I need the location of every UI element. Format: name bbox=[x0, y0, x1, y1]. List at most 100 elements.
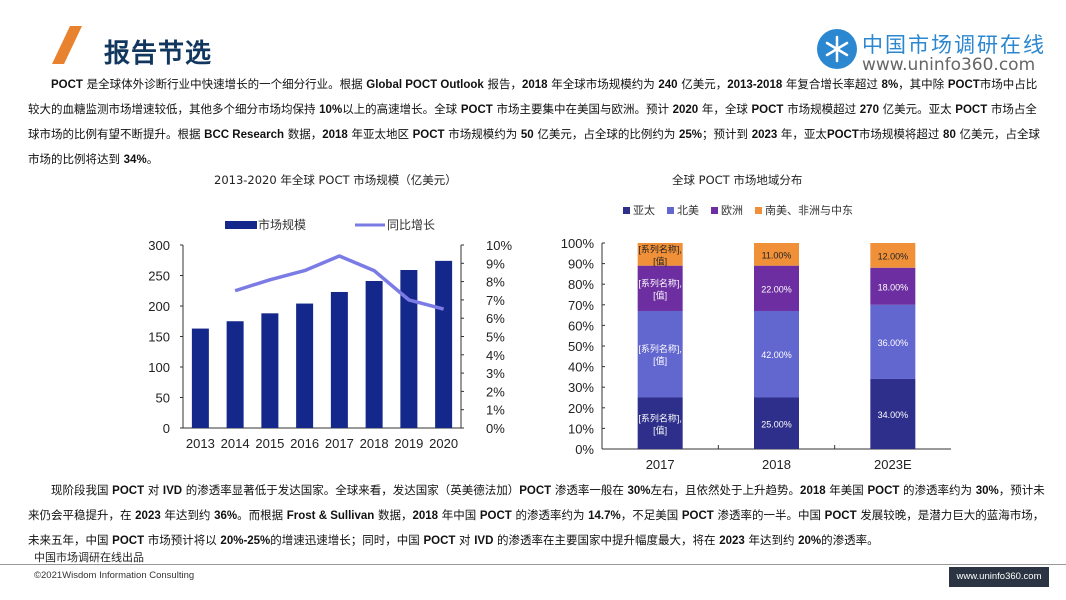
text-run: 2013-2018 bbox=[727, 79, 783, 91]
y-tick-label-right: 4% bbox=[486, 348, 505, 363]
text-run: 数据， bbox=[374, 508, 413, 522]
y-tick-label-left: 50 bbox=[156, 391, 170, 406]
text-run: 以上的高速增长。全球 bbox=[342, 102, 461, 116]
text-run: 2018 bbox=[800, 485, 826, 497]
y-tick-label: 10% bbox=[568, 421, 594, 436]
data-label: [系列名称], bbox=[638, 343, 682, 354]
x-tick-label: 2017 bbox=[646, 457, 675, 472]
text-run: 2023 bbox=[719, 535, 745, 547]
data-label: [值] bbox=[653, 255, 667, 266]
data-label: 11.00% bbox=[762, 250, 792, 260]
data-label: [系列名称], bbox=[638, 412, 682, 423]
text-run: 14.7% bbox=[588, 510, 621, 522]
text-run: Frost & Sullivan bbox=[286, 510, 375, 522]
stack-2023E-2 bbox=[870, 267, 916, 305]
y-tick-label-right: 10% bbox=[486, 238, 512, 253]
text-run: 2023 bbox=[751, 129, 778, 141]
y-tick-label-left: 250 bbox=[148, 269, 170, 284]
data-label: [系列名称], bbox=[638, 243, 682, 254]
x-tick-label: 2019 bbox=[394, 436, 423, 451]
stack-2017-3 bbox=[637, 243, 683, 266]
text-run: 亿美元，占全球的比例约为 bbox=[533, 127, 679, 141]
growth-line bbox=[234, 254, 445, 311]
text-run: POCT bbox=[824, 510, 857, 522]
text-run: 2018 bbox=[412, 510, 439, 522]
text-run: BCC Research bbox=[204, 129, 285, 141]
text-run: 年达到约 bbox=[160, 508, 215, 522]
text-run: 年美国 bbox=[825, 483, 868, 497]
legend-swatch-3 bbox=[755, 207, 762, 214]
text-run: ，其中除 bbox=[898, 77, 948, 91]
text-run: 的渗透率约为 bbox=[899, 483, 976, 497]
legend-label-line: 同比增长 bbox=[387, 218, 435, 232]
y-tick-label: 100% bbox=[561, 236, 595, 251]
text-run: POCT bbox=[955, 104, 988, 116]
text-run: 市场规模将超过 bbox=[858, 127, 944, 141]
text-run: IVD bbox=[474, 535, 494, 547]
text-run: POCT bbox=[51, 79, 83, 91]
stack-2018-1 bbox=[754, 310, 799, 398]
copyright: ©2021Wisdom Information Consulting bbox=[34, 570, 195, 581]
bar-2014 bbox=[226, 321, 244, 428]
text-run: 年全球市场规模约为 bbox=[547, 77, 659, 91]
page-title: 报告节选 bbox=[104, 39, 213, 69]
text-run: ；预计到 bbox=[702, 127, 752, 141]
stack-2023E-0 bbox=[870, 378, 916, 449]
bar-2016 bbox=[296, 303, 314, 428]
stack-2017-2 bbox=[637, 265, 683, 311]
text-run: 。而根据 bbox=[237, 508, 287, 522]
footer-brand: 中国市场调研在线出品 bbox=[34, 551, 144, 564]
x-tick-label: 2016 bbox=[290, 436, 319, 451]
text-run: 270 bbox=[859, 104, 879, 116]
legend-label-2: 欧洲 bbox=[721, 204, 743, 217]
bar-2017 bbox=[330, 291, 348, 428]
text-run: 36% bbox=[214, 510, 238, 522]
y-tick-label-right: 9% bbox=[486, 256, 505, 271]
text-run: 年，亚太 bbox=[777, 127, 827, 141]
text-run: 的增速迅速增长；同时，中国 bbox=[270, 533, 424, 547]
x-tick-label: 2018 bbox=[762, 457, 791, 472]
text-run: 80 bbox=[943, 129, 956, 141]
text-run: 2020 bbox=[672, 104, 699, 116]
text-run: 对 bbox=[144, 483, 163, 497]
website-link[interactable]: www.uninfo360.com bbox=[949, 567, 1049, 587]
legend-swatch-1 bbox=[667, 207, 674, 214]
text-run: 市场主要集中在美国与欧洲。预计 bbox=[492, 102, 673, 116]
legend-label-0: 亚太 bbox=[633, 204, 655, 217]
y-tick-label-right: 2% bbox=[486, 384, 505, 399]
stack-2023E-1 bbox=[870, 304, 916, 379]
x-tick-label: 2018 bbox=[360, 436, 389, 451]
text-run: 亿美元， bbox=[677, 77, 728, 91]
text-run: 2023 bbox=[135, 510, 161, 522]
text-run: 左右，且依然处于上升趋势。 bbox=[650, 483, 801, 497]
text-run: 的渗透率约为 bbox=[511, 508, 589, 522]
x-tick-label: 2023E bbox=[874, 457, 912, 472]
y-tick-label: 20% bbox=[568, 401, 594, 416]
footer-divider bbox=[0, 564, 1066, 565]
y-tick-label-right: 7% bbox=[486, 293, 505, 308]
text-run: ，不足美国 bbox=[620, 508, 682, 522]
text-run: 。 bbox=[146, 152, 159, 166]
y-tick-label-right: 6% bbox=[486, 311, 505, 326]
text-run: 240 bbox=[658, 79, 678, 91]
x-tick-label: 2013 bbox=[186, 436, 215, 451]
text-run: POCT bbox=[751, 104, 784, 116]
x-tick-label: 2015 bbox=[255, 436, 284, 451]
text-run: 8% bbox=[881, 79, 899, 91]
text-run: 年中国 bbox=[438, 508, 480, 522]
y-tick-label-left: 200 bbox=[148, 299, 170, 314]
text-run: 渗透率一般在 bbox=[551, 483, 628, 497]
legend-label-3: 南美、非洲与中东 bbox=[765, 204, 853, 217]
text-run: 2018 bbox=[521, 79, 548, 91]
bar-2013 bbox=[191, 328, 209, 428]
text-run: 亿美元，占全球市场的比例将达到 bbox=[28, 127, 1040, 166]
text-run: POCT bbox=[867, 485, 900, 497]
y-tick-label-left: 300 bbox=[148, 238, 170, 253]
text-run: 的渗透率显著低于发达国家。全球来看，发达国家（英美德法加） bbox=[182, 483, 520, 497]
text-run: 市场预计将以 bbox=[144, 533, 221, 547]
text-run: POCT bbox=[826, 129, 859, 141]
chart2-title: 全球 POCT 市场地域分布 bbox=[672, 173, 803, 187]
text-run: POCT bbox=[479, 510, 512, 522]
text-run: 市场规模约为 bbox=[444, 127, 521, 141]
y-tick-label: 80% bbox=[568, 277, 594, 292]
